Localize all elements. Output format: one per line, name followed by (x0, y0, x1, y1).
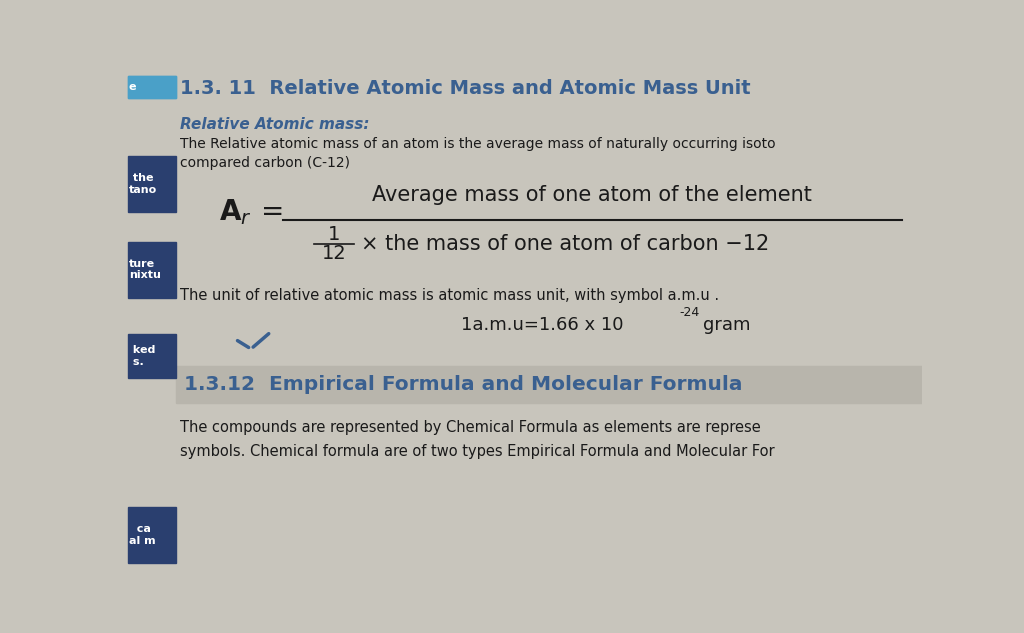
Text: the
tano: the tano (129, 173, 157, 195)
Text: × the mass of one atom of carbon −12: × the mass of one atom of carbon −12 (360, 234, 769, 254)
Text: ked
 s.: ked s. (129, 346, 156, 367)
Bar (128, 156, 176, 213)
Bar (176, 366, 922, 403)
Text: Relative Atomic mass:: Relative Atomic mass: (179, 117, 369, 132)
Text: $\mathbf{A}_r$: $\mathbf{A}_r$ (219, 197, 252, 227)
Text: -24: -24 (680, 306, 699, 319)
Text: 12: 12 (322, 244, 347, 263)
Bar (128, 334, 176, 378)
Text: 1.3. 11  Relative Atomic Mass and Atomic Mass Unit: 1.3. 11 Relative Atomic Mass and Atomic … (179, 78, 751, 97)
Text: The Relative atomic mass of an atom is the average mass of naturally occurring i: The Relative atomic mass of an atom is t… (179, 137, 775, 151)
Text: The compounds are represented by Chemical Formula as elements are represe: The compounds are represented by Chemica… (179, 420, 761, 435)
Text: ca
al m: ca al m (129, 524, 156, 546)
Text: e: e (129, 82, 136, 92)
Text: Average mass of one atom of the element: Average mass of one atom of the element (373, 185, 812, 205)
Text: gram: gram (703, 315, 751, 334)
Text: The unit of relative atomic mass is atomic mass unit, with symbol a.m.u .: The unit of relative atomic mass is atom… (179, 288, 719, 303)
Bar (128, 76, 176, 98)
Text: 1: 1 (328, 225, 341, 244)
Text: 1.3.12  Empirical Formula and Molecular Formula: 1.3.12 Empirical Formula and Molecular F… (183, 375, 742, 394)
Text: 1a.m.u=1.66 x 10: 1a.m.u=1.66 x 10 (461, 315, 624, 334)
Bar (128, 507, 176, 563)
Text: compared carbon (C-12): compared carbon (C-12) (179, 156, 349, 170)
Text: =: = (261, 198, 285, 227)
Text: ture
nixtu: ture nixtu (129, 259, 161, 280)
Bar (128, 76, 176, 98)
Bar (128, 242, 176, 298)
Text: symbols. Chemical formula are of two types Empirical Formula and Molecular For: symbols. Chemical formula are of two typ… (179, 444, 774, 459)
